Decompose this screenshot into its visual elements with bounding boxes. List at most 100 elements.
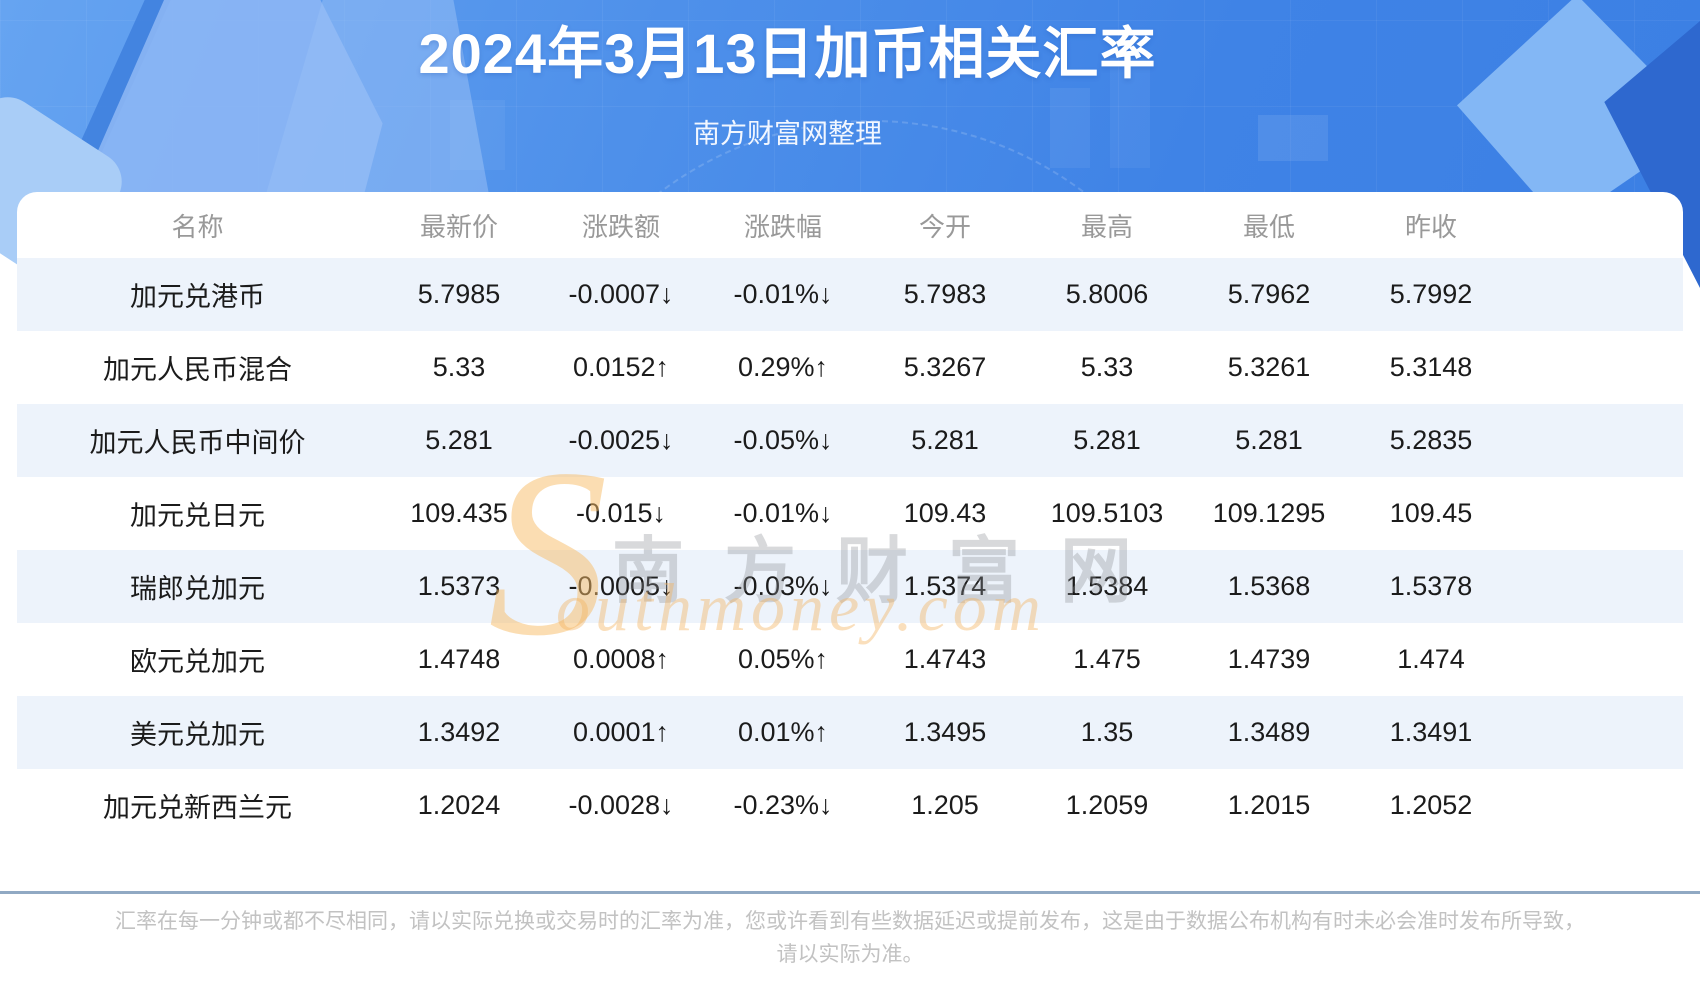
cell-high: 5.281 (1073, 425, 1141, 455)
cell-last: 5.33 (432, 352, 486, 382)
column-header-4: 今开 (918, 211, 971, 242)
cell-name: 欧元兑加元 (130, 647, 265, 677)
cell-low: 5.281 (1235, 425, 1303, 455)
cell-change: -0.0005↓ (568, 571, 674, 601)
cell-name: 加元人民币中间价 (89, 428, 306, 458)
cell-change: 0.0008↑ (572, 644, 670, 674)
cell-spacer (1512, 623, 1683, 696)
cell-last: 5.7985 (417, 279, 501, 309)
cell-low: 109.1295 (1212, 498, 1326, 528)
table-row: 加元兑港币 5.7985 -0.0007↓ -0.01%↓ 5.7983 5.8006 5.… (17, 258, 1683, 331)
cell-low: 1.2015 (1227, 790, 1311, 820)
cell-high: 1.2059 (1065, 790, 1149, 820)
cell-spacer (1512, 331, 1683, 404)
cell-change: 0.0152↑ (572, 352, 670, 382)
page-subtitle: 南方财富网整理 (693, 119, 882, 149)
cell-last: 109.435 (410, 498, 508, 528)
cell-open: 5.281 (911, 425, 979, 455)
column-header-5: 最高 (1080, 211, 1133, 242)
table-row: 加元兑新西兰元 1.2024 -0.0028↓ -0.23%↓ 1.205 1.2059 1… (17, 769, 1683, 842)
cell-open: 5.7983 (903, 279, 987, 309)
table-row: 瑞郎兑加元 1.5373 -0.0005↓ -0.03%↓ 1.5374 1.5384 1.… (17, 550, 1683, 623)
cell-prev: 1.5378 (1389, 571, 1473, 601)
disclaimer-line-1: 汇率在每一分钟或都不尽相同，请以实际兑换或交易时的汇率为准，您或许看到有些数据延… (115, 910, 1585, 933)
cell-pct: -0.01%↓ (733, 498, 833, 528)
cell-name: 加元人民币混合 (103, 355, 292, 385)
cell-open: 5.3267 (903, 352, 987, 382)
cell-open: 109.43 (903, 498, 987, 528)
cell-low: 5.3261 (1227, 352, 1311, 382)
disclaimer: 汇率在每一分钟或都不尽相同，请以实际兑换或交易时的汇率为准，您或许看到有些数据延… (0, 905, 1700, 971)
cell-prev: 1.474 (1397, 644, 1465, 674)
column-header-2: 涨跌额 (581, 211, 660, 242)
page-title: 2024年3月13日加币相关汇率 (418, 22, 1157, 85)
footer-divider (0, 891, 1700, 894)
cell-spacer (1512, 696, 1683, 769)
cell-spacer (1512, 258, 1683, 331)
column-header-0: 名称 (171, 211, 224, 242)
cell-prev: 109.45 (1389, 498, 1473, 528)
cell-open: 1.5374 (903, 571, 987, 601)
cell-high: 5.8006 (1065, 279, 1149, 309)
cell-spacer (1512, 477, 1683, 550)
cell-pct: -0.23%↓ (733, 790, 833, 820)
cell-prev: 5.7992 (1389, 279, 1473, 309)
banner-text-block: 2024年3月13日加币相关汇率 南方财富网整理 (0, 0, 1575, 151)
column-header-1: 最新价 (419, 211, 498, 242)
cell-change: 0.0001↑ (572, 717, 670, 747)
table-row: 欧元兑加元 1.4748 0.0008↑ 0.05%↑ 1.4743 1.475 1.473… (17, 623, 1683, 696)
cell-high: 1.5384 (1065, 571, 1149, 601)
cell-high: 1.35 (1080, 717, 1134, 747)
cell-change: -0.015↓ (575, 498, 667, 528)
cell-high: 1.475 (1073, 644, 1141, 674)
cell-open: 1.3495 (903, 717, 987, 747)
cell-low: 1.3489 (1227, 717, 1311, 747)
table-header-row: 名称 最新价 涨跌额 涨跌幅 今开 最高 最低 昨收 (17, 192, 1683, 258)
cell-prev: 5.3148 (1389, 352, 1473, 382)
cell-prev: 1.2052 (1389, 790, 1473, 820)
cell-open: 1.205 (911, 790, 979, 820)
cell-open: 1.4743 (903, 644, 987, 674)
table-row: 加元兑日元 109.435 -0.015↓ -0.01%↓ 109.43 109.5103… (17, 477, 1683, 550)
cell-high: 5.33 (1080, 352, 1134, 382)
cell-prev: 1.3491 (1389, 717, 1473, 747)
cell-pct: -0.05%↓ (733, 425, 833, 455)
cell-last: 1.3492 (417, 717, 501, 747)
table-row: 加元人民币中间价 5.281 -0.0025↓ -0.05%↓ 5.281 5.281 5.… (17, 404, 1683, 477)
cell-low: 1.4739 (1227, 644, 1311, 674)
cell-pct: 0.29%↑ (737, 352, 829, 382)
cell-name: 加元兑港币 (130, 282, 265, 312)
cell-spacer (1512, 769, 1683, 842)
cell-name: 瑞郎兑加元 (130, 574, 265, 604)
cell-low: 5.7962 (1227, 279, 1311, 309)
cell-pct: 0.05%↑ (737, 644, 829, 674)
cell-pct: -0.01%↓ (733, 279, 833, 309)
cell-spacer (1512, 404, 1683, 477)
cell-pct: -0.03%↓ (733, 571, 833, 601)
column-header-3: 涨跌幅 (743, 211, 822, 242)
cell-name: 加元兑日元 (130, 501, 265, 531)
cell-spacer (1512, 550, 1683, 623)
cell-last: 1.2024 (417, 790, 501, 820)
cell-last: 5.281 (425, 425, 493, 455)
cell-name: 加元兑新西兰元 (103, 793, 292, 823)
cell-pct: 0.01%↑ (737, 717, 829, 747)
banner-faint-bar (450, 100, 505, 170)
cell-last: 1.5373 (417, 571, 501, 601)
banner-faint-bar (1110, 58, 1150, 168)
column-header-7: 昨收 (1404, 211, 1457, 242)
header-banner: 2024年3月13日加币相关汇率 南方财富网整理 (0, 0, 1700, 193)
cell-prev: 5.2835 (1389, 425, 1473, 455)
cell-change: -0.0028↓ (568, 790, 674, 820)
table-row: 美元兑加元 1.3492 0.0001↑ 0.01%↑ 1.3495 1.35 1.3489… (17, 696, 1683, 769)
cell-name: 美元兑加元 (130, 720, 265, 750)
cell-low: 1.5368 (1227, 571, 1311, 601)
disclaimer-line-2: 请以实际为准。 (776, 943, 924, 966)
cell-last: 1.4748 (417, 644, 501, 674)
banner-faint-bar (1050, 88, 1090, 168)
table-row: 加元人民币混合 5.33 0.0152↑ 0.29%↑ 5.3267 5.33 5.3261… (17, 331, 1683, 404)
cell-change: -0.0007↓ (568, 279, 674, 309)
rates-table-panel: 名称 最新价 涨跌额 涨跌幅 今开 最高 最低 昨收 加元兑港币 5.7985 -0.0007↓ -… (17, 192, 1683, 852)
rates-table: 名称 最新价 涨跌额 涨跌幅 今开 最高 最低 昨收 加元兑港币 5.7985 -0.0007↓ -… (17, 192, 1683, 842)
